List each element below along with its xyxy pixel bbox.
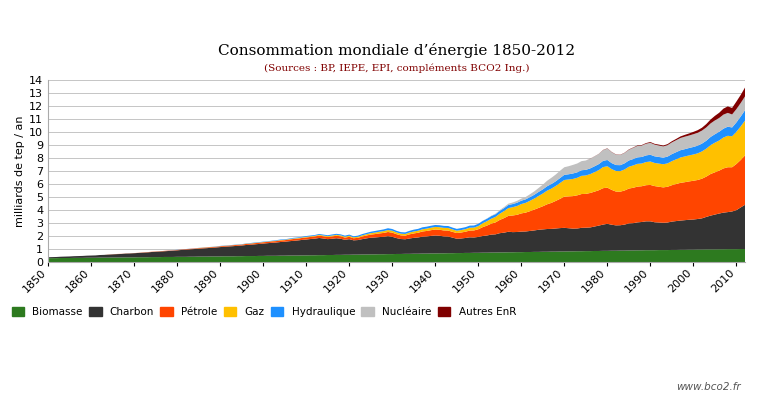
Text: (Sources : BP, IEPE, EPI, compléments BCO2 Ing.): (Sources : BP, IEPE, EPI, compléments BC… xyxy=(264,63,529,73)
Title: Consommation mondiale d’énergie 1850-2012: Consommation mondiale d’énergie 1850-201… xyxy=(218,43,575,58)
Text: www.bco2.fr: www.bco2.fr xyxy=(676,382,741,392)
Legend: Biomasse, Charbon, Pétrole, Gaz, Hydraulique, Nucléaire, Autres EnR: Biomasse, Charbon, Pétrole, Gaz, Hydraul… xyxy=(11,307,516,317)
Y-axis label: milliards de tep / an: milliards de tep / an xyxy=(15,115,25,227)
